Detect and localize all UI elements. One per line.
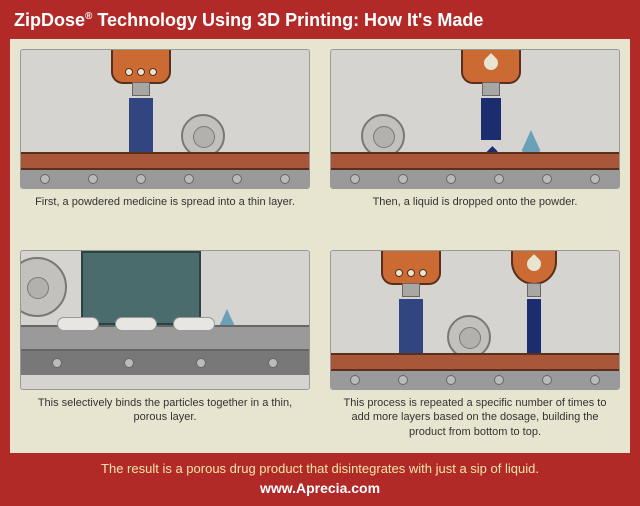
powder-nozzle — [381, 251, 441, 285]
liquid-nozzle — [461, 50, 521, 84]
machine-body — [81, 251, 201, 325]
panel-1: First, a powdered medicine is spread int… — [20, 49, 310, 242]
panel-3: This selectively binds the particles tog… — [20, 250, 310, 443]
drop-icon — [481, 53, 501, 73]
panels-grid: First, a powdered medicine is spread int… — [10, 39, 630, 453]
conveyor-belt — [21, 152, 309, 170]
panel-2-caption: Then, a liquid is dropped onto the powde… — [330, 189, 620, 209]
drop-icon — [524, 254, 544, 274]
panel-4: This process is repeated a specific numb… — [330, 250, 620, 443]
panel-3-illustration — [20, 250, 310, 390]
footer: The result is a porous drug product that… — [0, 453, 640, 506]
roller-icon — [20, 257, 67, 317]
liquid-stream — [481, 98, 501, 140]
conveyor-belt — [331, 152, 619, 170]
infographic-container: ZipDose® Technology Using 3D Printing: H… — [0, 0, 640, 506]
result-text: The result is a porous drug product that… — [10, 461, 630, 476]
bolt-row — [331, 371, 619, 389]
tablet — [173, 317, 215, 331]
bolt-row — [21, 351, 309, 375]
title-rest: Technology Using 3D Printing: How It's M… — [92, 10, 483, 30]
panel-1-caption: First, a powdered medicine is spread int… — [20, 189, 310, 209]
panel-2: Then, a liquid is dropped onto the powde… — [330, 49, 620, 242]
header: ZipDose® Technology Using 3D Printing: H… — [0, 0, 640, 39]
panel-2-illustration — [330, 49, 620, 189]
binder-cone — [521, 130, 541, 152]
panel-4-caption: This process is repeated a specific numb… — [330, 390, 620, 439]
panel-1-illustration — [20, 49, 310, 189]
tablet — [57, 317, 99, 331]
footer-url: www.Aprecia.com — [10, 480, 630, 496]
tablet — [115, 317, 157, 331]
conveyor-belt — [331, 353, 619, 371]
panel-3-caption: This selectively binds the particles tog… — [20, 390, 310, 425]
brand-name: ZipDose — [14, 10, 85, 30]
bolt-row — [21, 170, 309, 188]
bolt-row — [331, 170, 619, 188]
powder-nozzle — [111, 50, 171, 84]
liquid-nozzle — [511, 251, 557, 285]
panel-4-illustration — [330, 250, 620, 390]
